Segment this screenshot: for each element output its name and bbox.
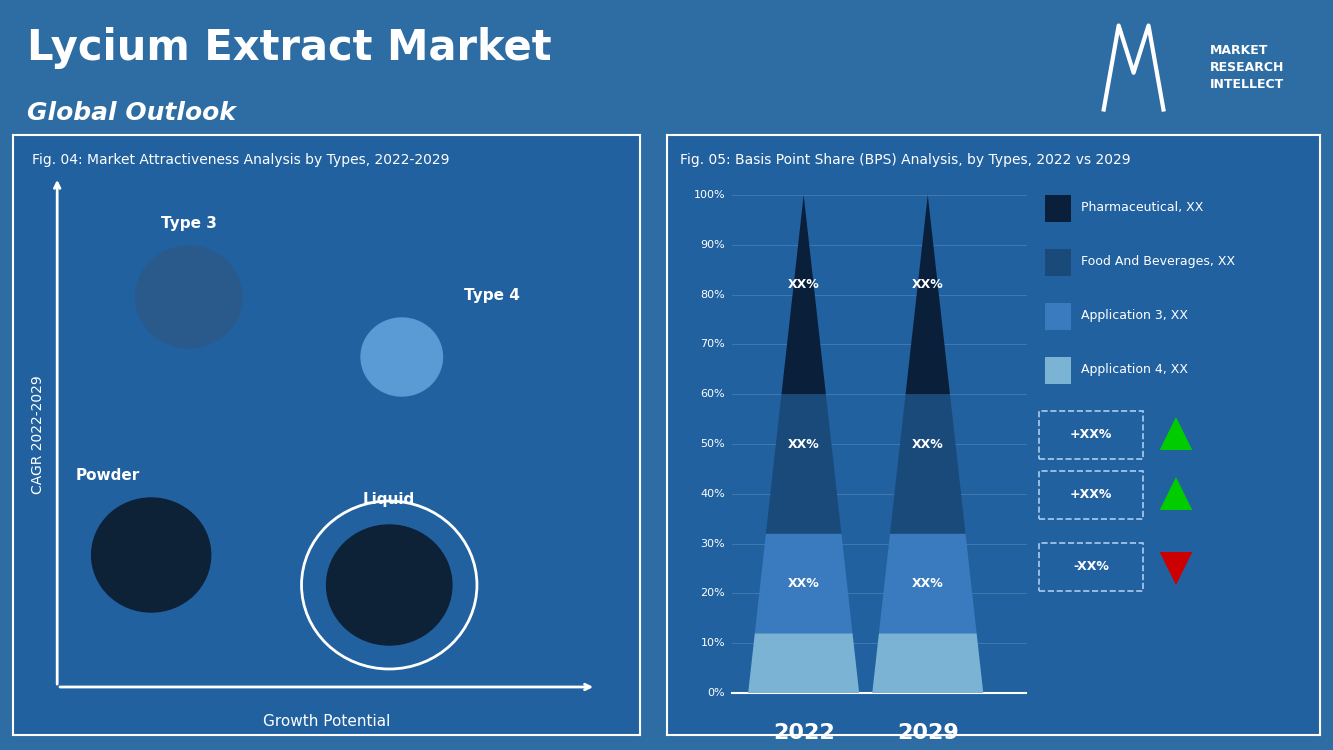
Text: Powder: Powder	[76, 468, 140, 483]
Text: Basis Point Share (BPS) & Market Attractiveness  Analysis: Basis Point Share (BPS) & Market Attract…	[27, 155, 545, 173]
Text: Growth Potential: Growth Potential	[263, 714, 391, 729]
Polygon shape	[754, 534, 853, 633]
Polygon shape	[781, 195, 826, 394]
Text: Global Outlook: Global Outlook	[27, 101, 236, 125]
Text: MARKET
RESEARCH
INTELLECT: MARKET RESEARCH INTELLECT	[1210, 44, 1285, 91]
Text: 2029: 2029	[897, 723, 958, 743]
Text: 0%: 0%	[708, 688, 725, 698]
FancyBboxPatch shape	[1045, 249, 1072, 276]
Text: -XX%: -XX%	[1073, 560, 1109, 574]
Text: CAGR 2022-2029: CAGR 2022-2029	[32, 376, 45, 494]
Text: +XX%: +XX%	[1070, 428, 1112, 442]
Polygon shape	[905, 195, 950, 394]
Text: 60%: 60%	[701, 389, 725, 399]
Polygon shape	[766, 394, 841, 534]
Text: 70%: 70%	[701, 340, 725, 350]
Text: Type 4: Type 4	[464, 288, 520, 303]
Polygon shape	[878, 534, 977, 633]
Circle shape	[327, 525, 452, 645]
Text: XX%: XX%	[912, 437, 944, 451]
Polygon shape	[872, 633, 984, 693]
Text: XX%: XX%	[788, 278, 820, 291]
Text: Fig. 05: Basis Point Share (BPS) Analysis, by Types, 2022 vs 2029: Fig. 05: Basis Point Share (BPS) Analysi…	[680, 153, 1130, 167]
Text: XX%: XX%	[912, 577, 944, 590]
Text: XX%: XX%	[788, 437, 820, 451]
Text: Fig. 04: Market Attractiveness Analysis by Types, 2022-2029: Fig. 04: Market Attractiveness Analysis …	[32, 153, 449, 167]
Text: Food And Beverages, XX: Food And Beverages, XX	[1081, 254, 1236, 268]
FancyBboxPatch shape	[1045, 303, 1072, 330]
FancyBboxPatch shape	[1045, 357, 1072, 384]
Text: 10%: 10%	[701, 638, 725, 648]
Text: XX%: XX%	[788, 577, 820, 590]
Text: +XX%: +XX%	[1070, 488, 1112, 502]
Text: XX%: XX%	[912, 278, 944, 291]
Text: Liquid: Liquid	[363, 492, 416, 507]
Polygon shape	[890, 394, 965, 534]
Polygon shape	[748, 633, 860, 693]
Circle shape	[361, 318, 443, 396]
Polygon shape	[1160, 417, 1192, 450]
Text: 30%: 30%	[701, 538, 725, 548]
Text: Lycium Extract Market: Lycium Extract Market	[27, 27, 552, 69]
Polygon shape	[1160, 477, 1192, 510]
Text: 40%: 40%	[701, 489, 725, 499]
Text: 100%: 100%	[693, 190, 725, 200]
Text: 2022: 2022	[773, 723, 834, 743]
FancyBboxPatch shape	[1045, 195, 1072, 222]
Circle shape	[92, 498, 211, 612]
Circle shape	[136, 246, 243, 348]
Text: 50%: 50%	[701, 439, 725, 449]
Text: 20%: 20%	[701, 589, 725, 598]
Polygon shape	[1160, 552, 1192, 585]
Text: Type 3: Type 3	[161, 216, 217, 231]
Text: 90%: 90%	[701, 240, 725, 250]
Text: Application 3, XX: Application 3, XX	[1081, 308, 1188, 322]
Text: Application 4, XX: Application 4, XX	[1081, 362, 1188, 376]
Text: 80%: 80%	[701, 290, 725, 299]
Text: Pharmaceutical, XX: Pharmaceutical, XX	[1081, 200, 1204, 214]
